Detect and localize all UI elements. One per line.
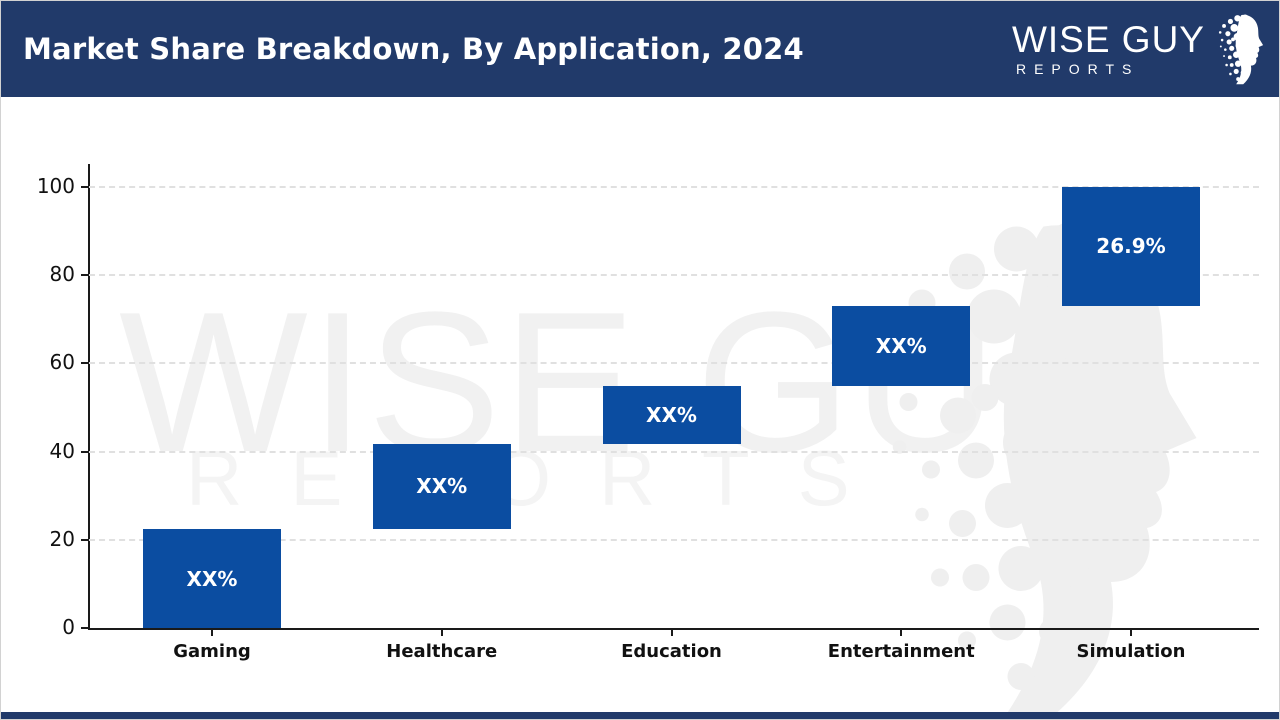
y-tick-label: 60 [49, 350, 75, 375]
logo-reports-text: REPORTS [1015, 61, 1140, 77]
x-tick-mark [211, 628, 213, 636]
y-tick-mark [81, 186, 89, 188]
x-category-label: Healthcare [386, 641, 498, 662]
y-tick-label: 20 [49, 526, 75, 551]
x-tick-mark [900, 628, 903, 636]
y-tick-mark [81, 538, 89, 541]
y-tick-label: 100 [36, 174, 75, 198]
gridline-20 [89, 538, 1259, 541]
x-tick-mark [440, 628, 443, 636]
logo-wordmark: WISE GUY [1011, 19, 1205, 60]
x-category-label: Education [621, 641, 722, 662]
gridline-80 [89, 274, 1259, 277]
bar-label: XX% [186, 566, 238, 591]
header: Market Share Breakdown, By Application, … [1, 1, 1279, 97]
bar-simulation: 26.9% [1062, 187, 1200, 306]
footer-bar [1, 712, 1279, 719]
bar-healthcare: XX% [372, 443, 511, 530]
gridline-60 [89, 362, 1259, 365]
bar-label: XX% [416, 474, 468, 499]
gridline-40 [89, 450, 1259, 453]
bar-education: XX% [602, 385, 741, 444]
y-tick-mark [81, 274, 89, 277]
bar-entertainment: XX% [832, 305, 971, 386]
y-axis-line [88, 164, 90, 630]
bar-label: XX% [646, 402, 697, 427]
y-tick-label: 0 [62, 615, 75, 639]
y-tick-label: 40 [49, 438, 75, 463]
bar-gaming: XX% [143, 529, 281, 628]
y-tick-mark [81, 362, 89, 365]
bar-label: 26.9% [1096, 234, 1166, 259]
x-axis-line [88, 628, 1259, 630]
y-tick-mark [81, 627, 89, 629]
x-category-label: Gaming [173, 641, 251, 662]
header-logo: WISE GUY REPORTS [1012, 5, 1265, 93]
gridline-100 [89, 186, 1259, 188]
bar-label: XX% [875, 333, 927, 358]
x-tick-mark [1130, 628, 1132, 636]
y-tick-label: 80 [49, 262, 75, 287]
x-tick-mark [670, 628, 673, 636]
x-category-label: Entertainment [827, 641, 975, 662]
page-title: Market Share Breakdown, By Application, … [23, 32, 804, 66]
x-category-label: Simulation [1076, 641, 1186, 662]
y-tick-mark [81, 450, 89, 453]
